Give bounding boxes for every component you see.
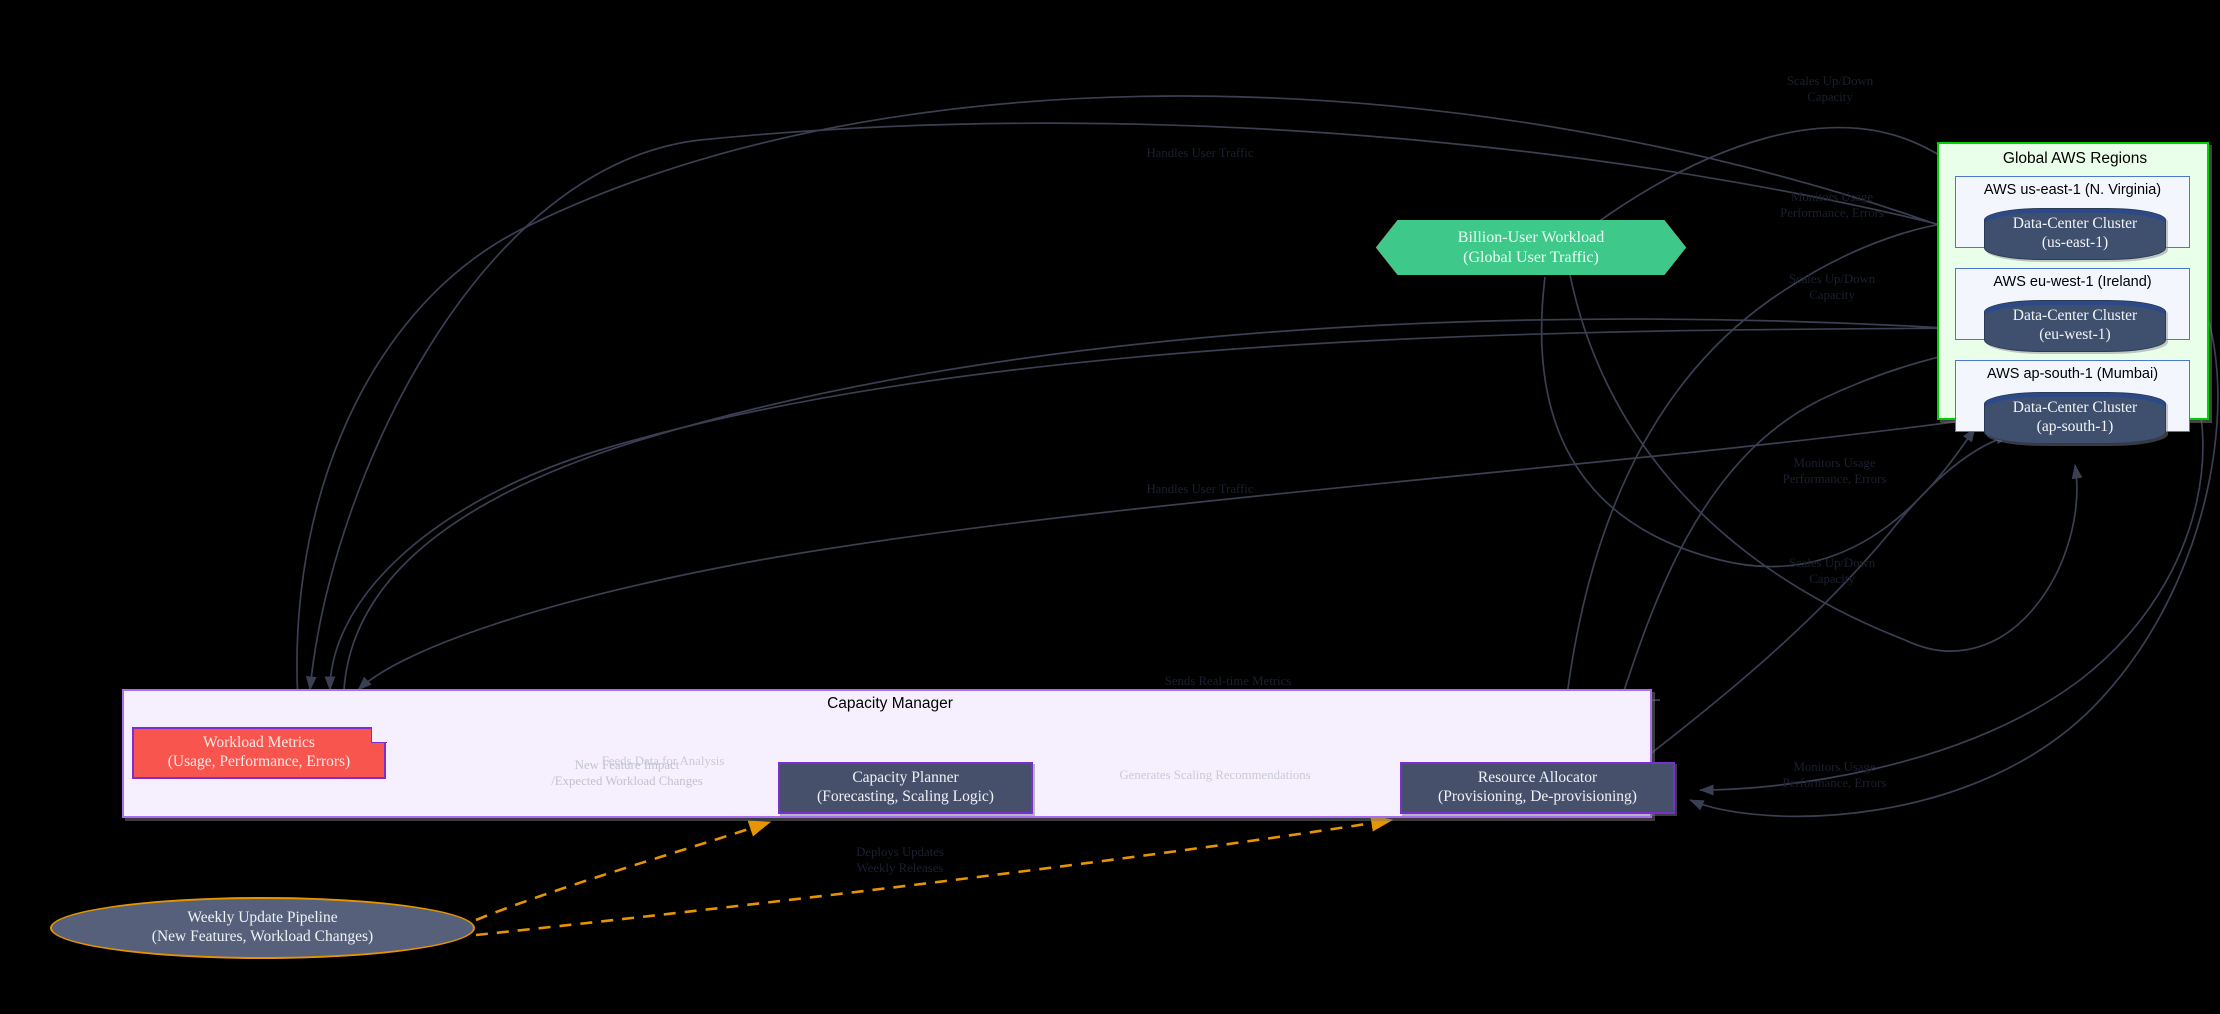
edge-label-scales-up-down-2: Scales Up/Down Capacity [1788, 272, 1876, 302]
edge-label-deploys-updates: Deploys Updates Weekly Releases [856, 845, 944, 875]
edge-label-monitors-usage-1: Monitors Usage Performance, Errors [1780, 190, 1884, 220]
cluster-global-aws-regions-label: Global AWS Regions [2002, 150, 2148, 167]
edge-label-monitors-usage-2: Monitors Usage Performance, Errors [1782, 456, 1887, 486]
edge-label-scales-up-down-1: Scales Up/Down Capacity [1786, 74, 1874, 104]
cluster-capacity-manager-label: Capacity Manager [827, 695, 953, 712]
region-label-eu-west-1: AWS eu-west-1 (Ireland) [1993, 274, 2152, 290]
node-capacity-planner[interactable]: Capacity Planner (Forecasting, Scaling L… [778, 762, 1033, 814]
node-weekly-update-pipeline[interactable]: Weekly Update Pipeline (New Features, Wo… [50, 897, 475, 959]
node-data-center-cluster-eu-west-1[interactable]: Data-Center Cluster (eu-west-1) [1984, 300, 2166, 352]
edge-label-handles-user-traffic-1: Handles User Traffic [1146, 146, 1254, 160]
node-workload-metrics[interactable]: Workload Metrics (Usage, Performance, Er… [132, 727, 386, 779]
edge-label-scales-up-down-3: Scales Up/Down Capacity [1788, 556, 1876, 586]
note-fold-corner-icon [371, 727, 387, 743]
edge-label-generates-scaling-recommendations: Generates Scaling Recommendations [1119, 768, 1311, 782]
node-data-center-cluster-us-east-1[interactable]: Data-Center Cluster (us-east-1) [1984, 208, 2166, 260]
node-resource-allocator[interactable]: Resource Allocator (Provisioning, De-pro… [1400, 762, 1675, 814]
edge-label-handles-user-traffic-2: Handles User Traffic [1146, 482, 1254, 496]
edge-label-sends-real-time-metrics: Sends Real-time Metrics [1164, 674, 1292, 688]
region-label-ap-south-1: AWS ap-south-1 (Mumbai) [1986, 366, 2159, 382]
region-label-us-east-1: AWS us-east-1 (N. Virginia) [1983, 182, 2162, 198]
edge-label-new-feature-impact: New Feature Impact /Expected Workload Ch… [551, 758, 703, 788]
node-data-center-cluster-ap-south-1[interactable]: Data-Center Cluster (ap-south-1) [1984, 392, 2166, 444]
edge-label-feeds-data: Feeds Data for Analysis [601, 754, 725, 768]
node-billion-user-workload[interactable]: Billion-User Workload (Global User Traff… [1376, 220, 1686, 275]
edge-label-monitors-usage-3: Monitors Usage Performance, Errors [1782, 760, 1887, 790]
